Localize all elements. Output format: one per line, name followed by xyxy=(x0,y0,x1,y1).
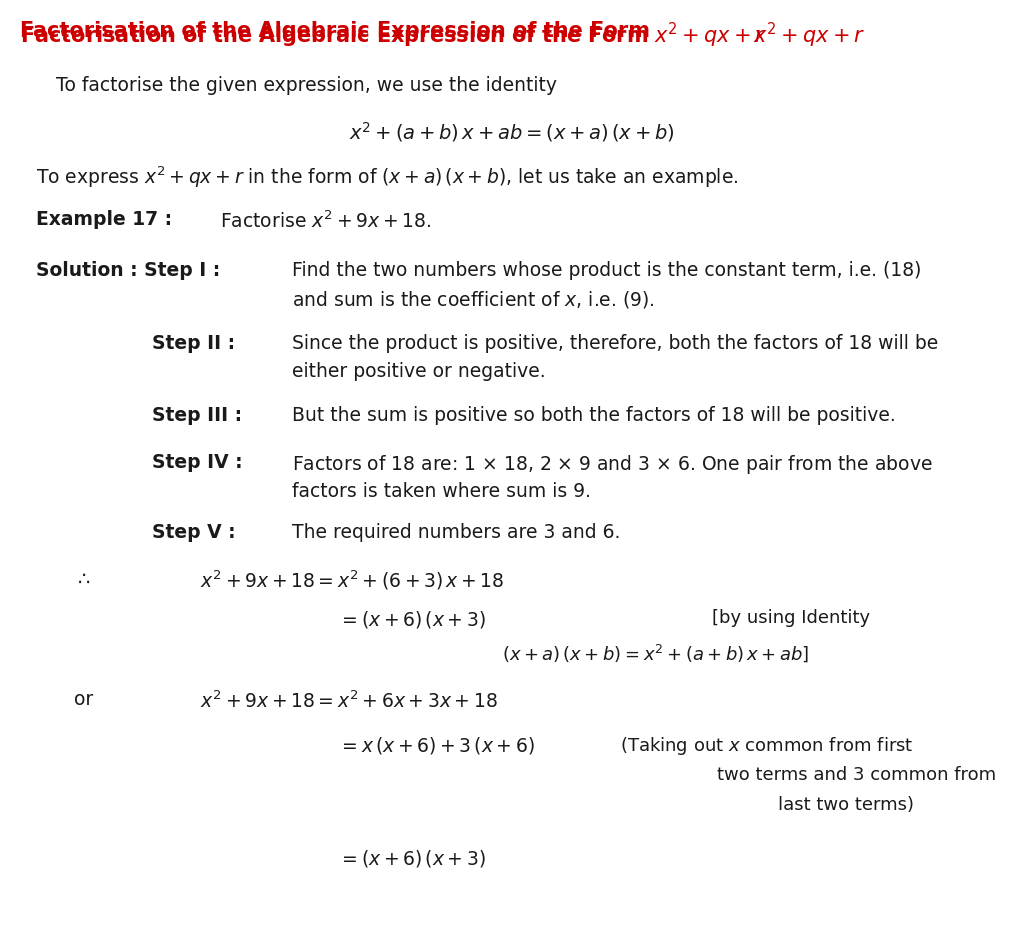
Text: Since the product is positive, therefore, both the factors of 18 will be: Since the product is positive, therefore… xyxy=(292,334,938,353)
Text: To factorise the given expression, we use the identity: To factorise the given expression, we us… xyxy=(56,76,557,95)
Text: Step IV :: Step IV : xyxy=(152,453,249,472)
Text: Solution : Step I :: Solution : Step I : xyxy=(36,261,233,280)
Text: Factors of 18 are: 1 $\times$ 18, 2 $\times$ 9 and 3 $\times$ 6. One pair from t: Factors of 18 are: 1 $\times$ 18, 2 $\ti… xyxy=(292,453,933,476)
Text: $= (x + 6)\,(x + 3)$: $= (x + 6)\,(x + 3)$ xyxy=(338,609,485,629)
Text: [by using Identity: [by using Identity xyxy=(712,609,869,627)
Text: Step III :: Step III : xyxy=(152,406,248,425)
Text: two terms and 3 common from: two terms and 3 common from xyxy=(717,766,996,784)
Text: either positive or negative.: either positive or negative. xyxy=(292,362,546,381)
Text: factors is taken where sum is 9.: factors is taken where sum is 9. xyxy=(292,482,591,501)
Text: $x^2 + (a + b)\, x + ab = (x + a)\,(x + b)$: $x^2 + (a + b)\, x + ab = (x + a)\,(x + … xyxy=(349,120,675,144)
Text: $(x + a)\,(x + b) = x^2 + (a + b)\,x + ab]$: $(x + a)\,(x + b) = x^2 + (a + b)\,x + a… xyxy=(502,643,809,665)
Text: $x^2 + 9x + 18 = x^2 + 6x + 3x + 18$: $x^2 + 9x + 18 = x^2 + 6x + 3x + 18$ xyxy=(200,690,498,712)
Text: Example 17 :: Example 17 : xyxy=(36,210,185,229)
Text: $= (x + 6)\,(x + 3)$: $= (x + 6)\,(x + 3)$ xyxy=(338,848,485,869)
Text: Step II :: Step II : xyxy=(152,334,242,353)
Text: Find the two numbers whose product is the constant term, i.e. (18): Find the two numbers whose product is th… xyxy=(292,261,922,280)
Text: The required numbers are 3 and 6.: The required numbers are 3 and 6. xyxy=(292,523,621,542)
Text: $= x\,(x + 6) + 3\,(x + 6)$: $= x\,(x + 6) + 3\,(x + 6)$ xyxy=(338,735,535,756)
Text: But the sum is positive so both the factors of 18 will be positive.: But the sum is positive so both the fact… xyxy=(292,406,896,425)
Text: $x^2 + qx + r$: $x^2 + qx + r$ xyxy=(753,21,865,50)
Text: or: or xyxy=(74,690,93,709)
Text: $x^2 + 9x + 18 = x^2 + (6 + 3)\,x + 18$: $x^2 + 9x + 18 = x^2 + (6 + 3)\,x + 18$ xyxy=(200,569,504,592)
Text: $\mathbf{Factorisation\ of\ the\ Algebraic\ Expression\ of\ the\ Form}$$\ x^2 + : $\mathbf{Factorisation\ of\ the\ Algebra… xyxy=(20,21,767,50)
Text: (Taking out $x$ common from first: (Taking out $x$ common from first xyxy=(620,735,913,757)
Text: To express $x^2 + qx + r$ in the form of $(x + a)\,(x + b)$, let us take an exam: To express $x^2 + qx + r$ in the form of… xyxy=(36,165,738,191)
Text: Factorise $x^2 + 9x + 18$.: Factorise $x^2 + 9x + 18$. xyxy=(220,210,431,232)
Text: and sum is the coefficient of $x$, i.e. (9).: and sum is the coefficient of $x$, i.e. … xyxy=(292,289,654,310)
Text: Step V :: Step V : xyxy=(152,523,242,542)
Text: Factorisation of the Algebraic Expression of the Form: Factorisation of the Algebraic Expressio… xyxy=(20,21,657,41)
Text: $\therefore$: $\therefore$ xyxy=(74,569,91,588)
Text: last two terms): last two terms) xyxy=(778,796,914,814)
